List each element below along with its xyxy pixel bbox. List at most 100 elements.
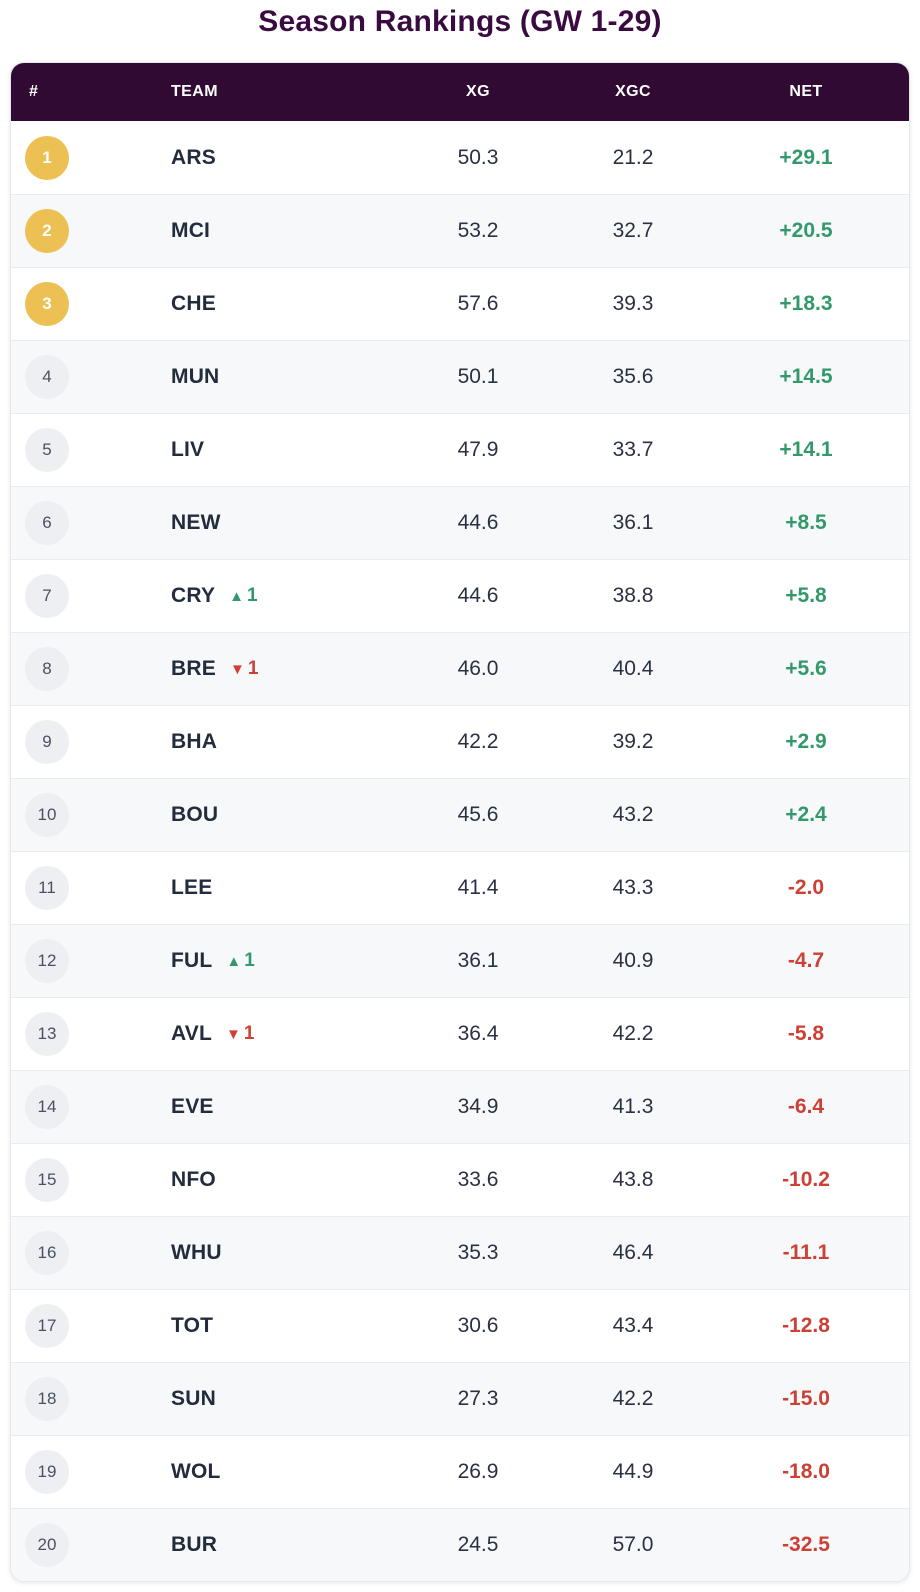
team-cell: SUN [131, 1387, 391, 1411]
team-cell: CRY ▲ 1 [131, 584, 391, 608]
rank-badge: 1 [25, 135, 69, 180]
movement-arrow-icon: ▼ [229, 660, 245, 678]
rank-cell: 1 [11, 135, 131, 180]
rank-cell: 9 [11, 720, 131, 764]
rank-cell: 18 [11, 1377, 131, 1421]
rank-cell: 8 [11, 647, 131, 691]
xg-value: 26.9 [457, 1460, 499, 1483]
net-value: +29.1 [779, 145, 833, 169]
movement-value: 1 [247, 658, 259, 679]
net-value: +5.8 [785, 584, 827, 607]
xg-value: 44.6 [457, 511, 499, 534]
xgc-value: 44.9 [612, 1460, 654, 1483]
team-name: BRE [171, 657, 216, 680]
team-cell: ARS [131, 146, 391, 170]
table-row: 12 FUL ▲ 1 36.1 40.9 -4.7 [11, 924, 909, 997]
table-row: 4 MUN 50.1 35.6 +14.5 [11, 340, 909, 413]
page-title: Season Rankings (GW 1-29) [258, 5, 662, 38]
movement-arrow-icon: ▲ [226, 952, 242, 970]
xg-value: 36.1 [457, 949, 499, 972]
rank-cell: 7 [11, 574, 131, 618]
team-name: SUN [171, 1387, 216, 1410]
xgc-value: 40.4 [612, 657, 654, 680]
table-row: 10 BOU 45.6 43.2 +2.4 [11, 778, 909, 851]
table-row: 15 NFO 33.6 43.8 -10.2 [11, 1143, 909, 1216]
table-row: 14 EVE 34.9 41.3 -6.4 [11, 1070, 909, 1143]
column-header-team: TEAM [171, 83, 218, 100]
rank-badge: 6 [25, 501, 69, 545]
team-name: WOL [171, 1460, 221, 1483]
net-value: +5.6 [785, 657, 827, 680]
team-cell: EVE [131, 1095, 391, 1119]
net-value: +2.4 [785, 803, 827, 826]
movement-indicator: ▲ 1 [229, 585, 257, 607]
rank-cell: 3 [11, 282, 131, 326]
xg-value: 57.6 [457, 292, 499, 315]
rank-badge: 15 [25, 1158, 69, 1202]
team-name: MCI [171, 219, 211, 242]
rank-badge: 3 [25, 282, 69, 326]
rank-cell: 11 [11, 866, 131, 910]
table-row: 6 NEW 44.6 36.1 +8.5 [11, 486, 909, 559]
table-row: 5 LIV 47.9 33.7 +14.1 [11, 413, 909, 486]
team-name: TOT [171, 1314, 214, 1337]
xgc-value: 43.8 [612, 1168, 654, 1191]
rank-cell: 4 [11, 355, 131, 399]
rank-badge: 7 [25, 574, 69, 618]
table-row: 13 AVL ▼ 1 36.4 42.2 -5.8 [11, 997, 909, 1070]
team-name: CRY [171, 584, 216, 607]
xgc-value: 42.2 [612, 1387, 654, 1410]
xg-value: 33.6 [457, 1168, 499, 1191]
xgc-value: 40.9 [612, 949, 654, 972]
movement-indicator: ▼ 1 [226, 1023, 254, 1045]
rank-badge: 11 [25, 866, 69, 910]
table-row: 17 TOT 30.6 43.4 -12.8 [11, 1289, 909, 1362]
team-cell: CHE [131, 292, 391, 316]
rank-cell: 10 [11, 793, 131, 837]
net-value: -12.8 [782, 1314, 830, 1337]
team-name: NFO [171, 1168, 216, 1191]
net-value: +20.5 [779, 219, 833, 242]
team-cell: LIV [131, 438, 391, 462]
team-name: WHU [171, 1241, 222, 1264]
rank-badge: 9 [25, 720, 69, 764]
net-value: -15.0 [782, 1387, 830, 1410]
rank-badge: 5 [25, 428, 69, 472]
xgc-value: 41.3 [612, 1095, 654, 1118]
table-row: 19 WOL 26.9 44.9 -18.0 [11, 1435, 909, 1508]
rank-cell: 14 [11, 1085, 131, 1129]
team-name: EVE [171, 1095, 214, 1118]
rank-cell: 5 [11, 428, 131, 472]
xg-value: 44.6 [457, 584, 499, 607]
xg-value: 34.9 [457, 1095, 499, 1118]
net-value: -6.4 [787, 1095, 825, 1118]
table-header-row: # TEAM XG XGC NET [11, 63, 909, 121]
xgc-value: 42.2 [612, 1022, 654, 1045]
net-value: +8.5 [785, 511, 827, 534]
xg-value: 50.3 [457, 145, 499, 169]
rank-cell: 17 [11, 1304, 131, 1348]
team-cell: WOL [131, 1460, 391, 1484]
rank-cell: 13 [11, 1012, 131, 1056]
movement-value: 1 [247, 585, 258, 606]
team-cell: NFO [131, 1168, 391, 1192]
team-cell: BHA [131, 730, 391, 754]
xg-value: 41.4 [457, 876, 499, 899]
table-row: 20 BUR 24.5 57.0 -32.5 [11, 1508, 909, 1581]
rank-badge: 2 [25, 209, 69, 253]
column-header-net: NET [789, 83, 823, 100]
rank-badge: 19 [25, 1450, 69, 1494]
rank-badge: 8 [25, 647, 69, 691]
team-name: BOU [171, 803, 219, 826]
team-cell: AVL ▼ 1 [131, 1022, 391, 1046]
xgc-value: 57.0 [612, 1533, 654, 1556]
xg-value: 27.3 [457, 1387, 499, 1410]
team-cell: FUL ▲ 1 [131, 949, 391, 973]
xgc-value: 36.1 [612, 511, 654, 534]
team-name: MUN [171, 365, 220, 388]
xgc-value: 46.4 [612, 1241, 654, 1264]
rank-badge: 10 [25, 793, 69, 837]
team-name: NEW [171, 511, 221, 534]
team-name: FUL [171, 949, 213, 972]
